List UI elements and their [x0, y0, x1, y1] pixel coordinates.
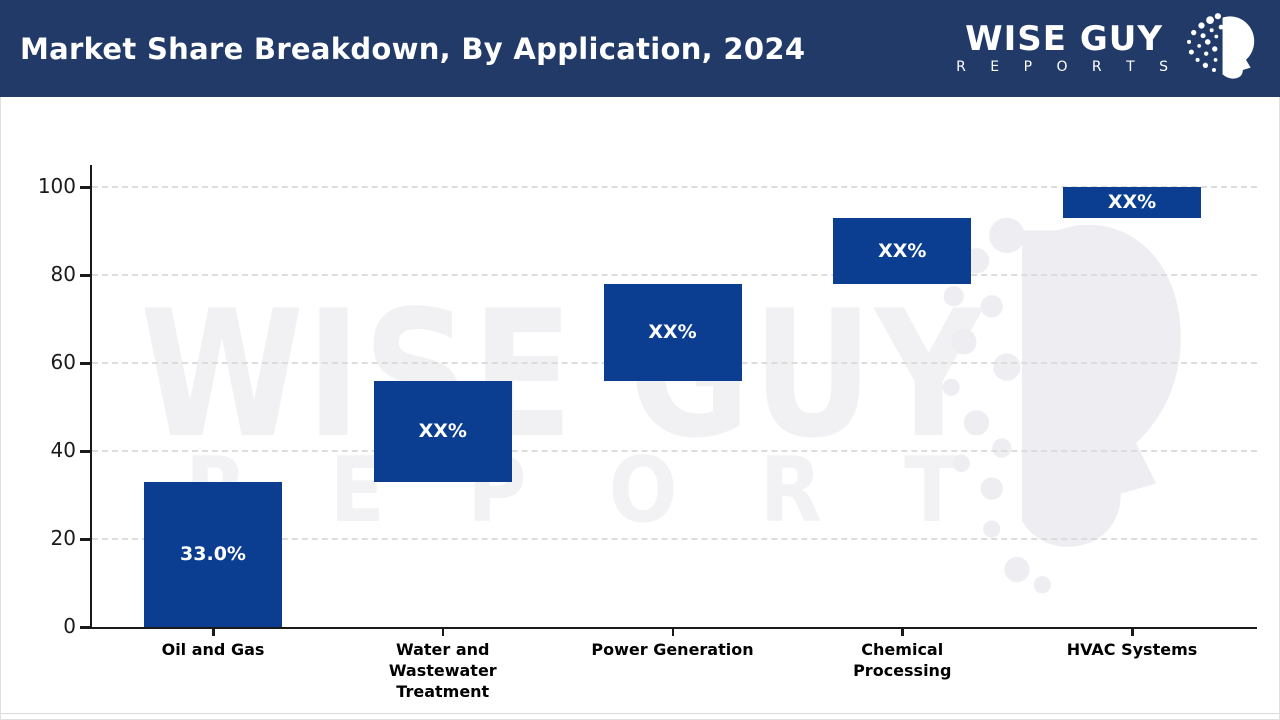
watermark-wordmark: WISE GUY [140, 274, 985, 477]
y-tick-label: 20 [50, 526, 76, 550]
logo-head-icon [1186, 12, 1255, 79]
bar: 33.0% [144, 481, 282, 627]
logo-wordmark-text: WISE GUY [965, 19, 1163, 60]
bar: XX% [373, 380, 512, 482]
x-category-label: Water and Wastewater Treatment [388, 640, 497, 701]
y-tick-label: 100 [37, 174, 76, 198]
y-tick-label: 80 [50, 262, 76, 286]
watermark-head-icon [942, 217, 1181, 594]
y-tick-label: 40 [50, 438, 76, 462]
bar: XX% [603, 283, 742, 381]
x-tick-mark [1131, 627, 1134, 636]
bar: XX% [1063, 187, 1201, 218]
chart-plot-area: 0 20 40 60 80 100 33.0% Oil and Gas XX% Water and… [38, 165, 1257, 701]
x-tick-mark [671, 627, 674, 636]
x-category-label: Oil and Gas [161, 640, 265, 659]
grid-line [92, 538, 1257, 540]
watermark-subtext: R E P O R T S [185, 438, 1128, 543]
x-tick-mark [212, 627, 215, 636]
bar-value-label: XX% [418, 420, 467, 443]
y-tick-mark [80, 274, 90, 277]
x-category-label: Power Generation [591, 640, 754, 659]
logo-wordmark: WISE GUY R E P O R T S [950, 19, 1178, 75]
y-tick-label: 0 [63, 614, 76, 638]
page-title: Market Share Breakdown, By Application, … [20, 31, 806, 66]
bar-value-label: XX% [648, 321, 697, 344]
y-tick-label: 60 [50, 350, 76, 374]
brand-logo: WISE GUY R E P O R T S [950, 10, 1260, 88]
grid-line [92, 274, 1257, 276]
x-tick-mark [441, 627, 445, 636]
footer-divider [0, 713, 1280, 714]
y-tick-mark [80, 186, 90, 189]
logo-subtext: R E P O R T S [956, 58, 1178, 75]
y-tick-mark [80, 362, 90, 365]
x-tick-mark [901, 627, 904, 636]
grid-line [92, 186, 1257, 188]
header: Market Share Breakdown, By Application, … [0, 0, 1280, 97]
y-tick-mark [80, 626, 90, 629]
bar: XX% [833, 217, 972, 284]
x-category-label: HVAC Systems [1066, 640, 1198, 659]
y-tick-mark [80, 538, 90, 541]
bar-value-label: XX% [1107, 191, 1157, 214]
x-category-label: Chemical Processing [853, 640, 952, 680]
grid-line [92, 450, 1257, 452]
bar-value-label: XX% [878, 239, 927, 262]
bar-value-label: 33.0% [180, 543, 246, 566]
y-tick-mark [80, 450, 90, 453]
